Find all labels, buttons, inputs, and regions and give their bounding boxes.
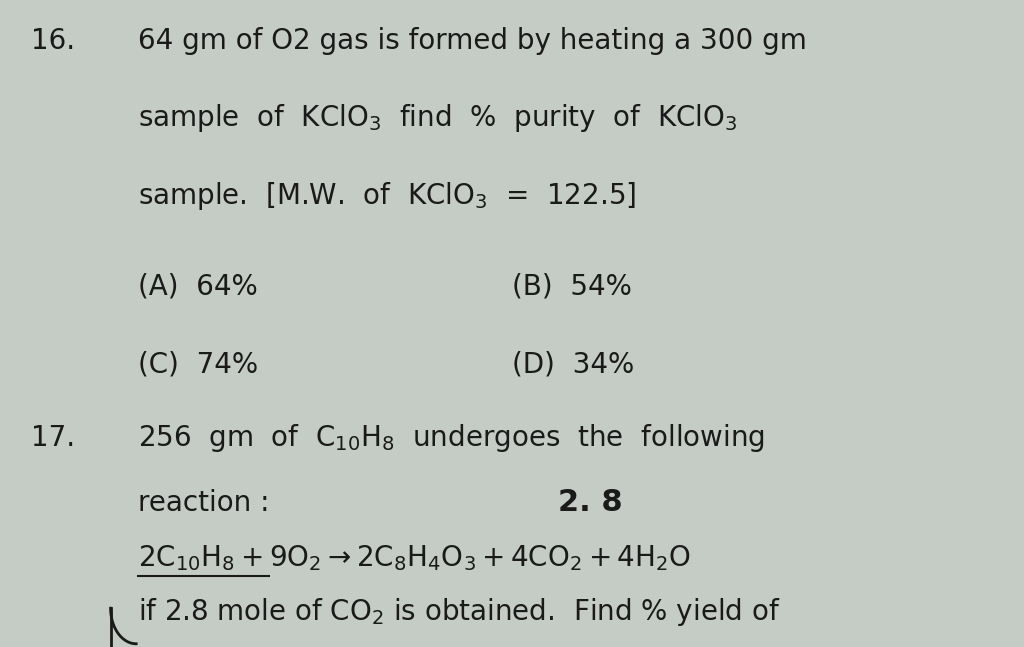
Text: (B)  54%: (B) 54% <box>512 272 632 300</box>
Text: 64 gm of O2 gas is formed by heating a 300 gm: 64 gm of O2 gas is formed by heating a 3… <box>138 27 807 54</box>
Text: 256  gm  of  $\mathrm{C_{10}H_8}$  undergoes  the  following: 256 gm of $\mathrm{C_{10}H_8}$ undergoes… <box>138 422 765 454</box>
Text: reaction :: reaction : <box>138 489 269 517</box>
Text: 2. 8: 2. 8 <box>558 488 623 517</box>
Text: 17.: 17. <box>31 424 75 452</box>
Text: sample.  [M.W.  of  $\mathrm{KClO_3}$  =  122.5]: sample. [M.W. of $\mathrm{KClO_3}$ = 122… <box>138 180 637 212</box>
Text: (C)  74%: (C) 74% <box>138 350 258 378</box>
Text: $\mathrm{2C_{10}H_8 + 9O_2 \rightarrow 2C_8H_4O_3 + 4CO_2 + 4H_2O}$: $\mathrm{2C_{10}H_8 + 9O_2 \rightarrow 2… <box>138 543 691 573</box>
Text: (A)  64%: (A) 64% <box>138 272 258 300</box>
Text: sample  of  $\mathrm{KClO_3}$  find  %  purity  of  $\mathrm{KClO_3}$: sample of $\mathrm{KClO_3}$ find % purit… <box>138 102 737 134</box>
Text: (D)  34%: (D) 34% <box>512 350 634 378</box>
Text: 16.: 16. <box>31 27 75 54</box>
Text: if 2.8 mole of $\mathrm{CO_2}$ is obtained.  Find % yield of: if 2.8 mole of $\mathrm{CO_2}$ is obtain… <box>138 596 781 628</box>
